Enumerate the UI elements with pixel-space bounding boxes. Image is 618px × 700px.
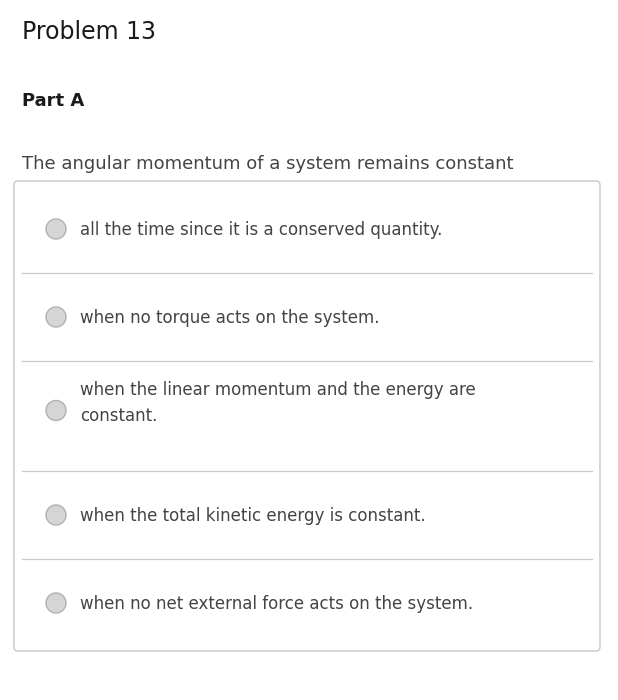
- Text: Problem 13: Problem 13: [22, 20, 156, 44]
- FancyBboxPatch shape: [14, 181, 600, 651]
- Text: when no torque acts on the system.: when no torque acts on the system.: [80, 309, 379, 327]
- Text: Part A: Part A: [22, 92, 84, 110]
- Circle shape: [46, 505, 66, 525]
- Text: when the total kinetic energy is constant.: when the total kinetic energy is constan…: [80, 507, 426, 525]
- Text: all the time since it is a conserved quantity.: all the time since it is a conserved qua…: [80, 221, 442, 239]
- Text: The angular momentum of a system remains constant: The angular momentum of a system remains…: [22, 155, 514, 173]
- Circle shape: [46, 400, 66, 421]
- Circle shape: [46, 219, 66, 239]
- Circle shape: [46, 593, 66, 613]
- Text: when the linear momentum and the energy are
constant.: when the linear momentum and the energy …: [80, 381, 476, 426]
- Text: when no net external force acts on the system.: when no net external force acts on the s…: [80, 595, 473, 613]
- Circle shape: [46, 307, 66, 327]
